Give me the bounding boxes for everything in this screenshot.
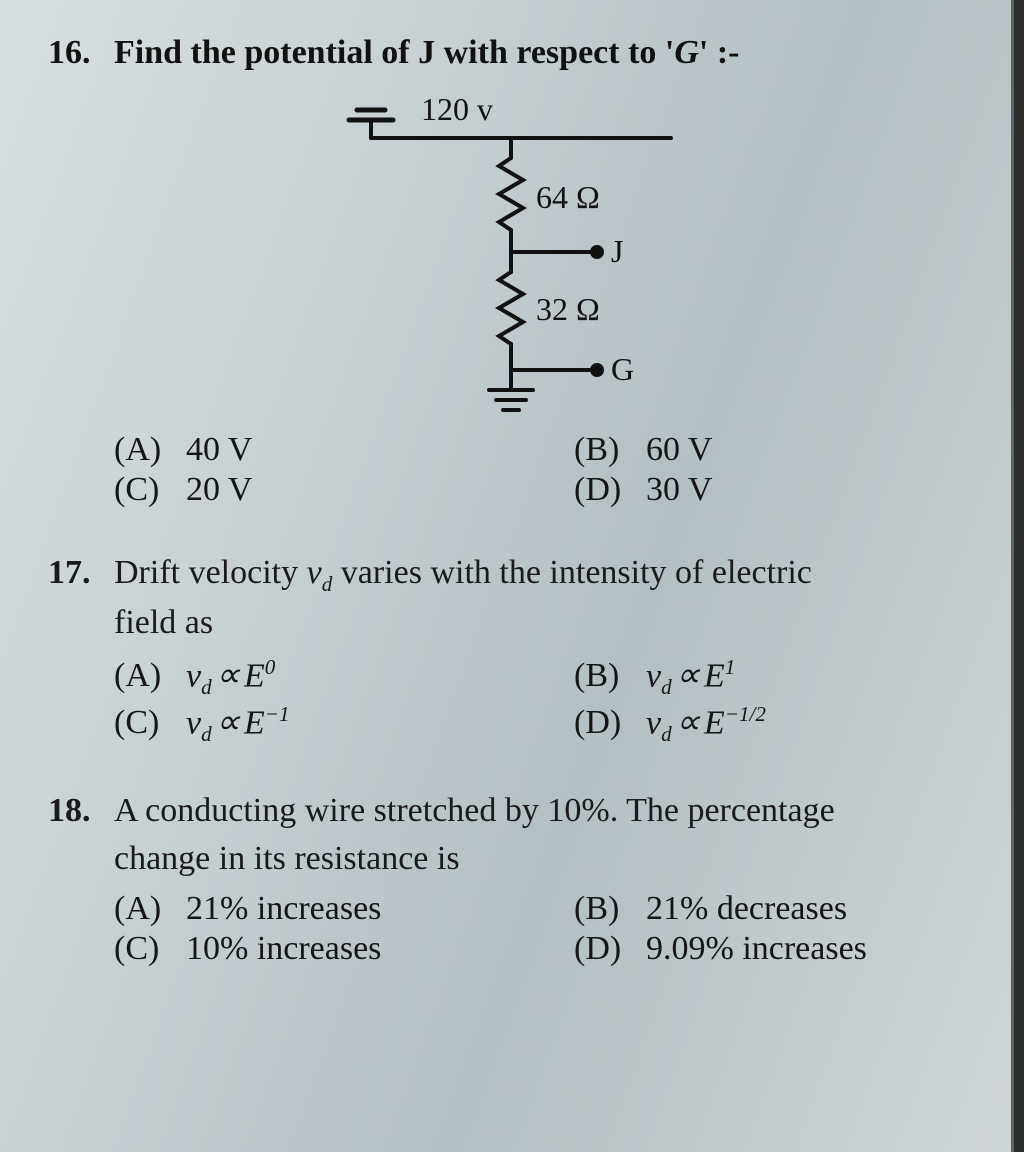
q18-label-b: (B)	[574, 890, 636, 928]
node-g-dot	[592, 365, 602, 375]
q17-label-d: (D)	[574, 704, 636, 742]
page-edge-line	[1011, 0, 1014, 1152]
q18-stem: 18. A conducting wire stretched by 10%. …	[48, 787, 994, 882]
q16-d-val: 30 V	[646, 471, 712, 509]
q18-label-c: (C)	[114, 930, 176, 968]
q18-stem-a: A conducting wire stretched by 10%. The …	[114, 792, 835, 829]
q17-v-sub: d	[322, 572, 333, 596]
q17-label-b: (B)	[574, 657, 636, 695]
q17-opt-a: (A) vd∝E0	[114, 655, 534, 700]
q17-stem: 17. Drift velocity vd varies with the in…	[48, 549, 994, 647]
g-label: G	[611, 351, 634, 387]
q18-c-val: 10% increases	[186, 930, 381, 968]
q17-stem-a: Drift velocity	[114, 554, 307, 591]
q16-number: 16.	[48, 30, 100, 76]
question-18: 18. A conducting wire stretched by 10%. …	[48, 787, 994, 968]
q17-text: Drift velocity vd varies with the intens…	[114, 549, 812, 647]
q18-stem-b: change in its resistance is	[114, 840, 460, 877]
q17-b-val: vd∝E1	[646, 655, 735, 700]
q16-stem-post: ' :-	[699, 34, 740, 71]
q17-opt-d: (D) vd∝E−1/2	[574, 702, 994, 747]
q16-text: Find the potential of J with respect to …	[114, 30, 994, 76]
q18-number: 18.	[48, 787, 100, 882]
page-edge-shadow	[1014, 0, 1024, 1152]
q16-b-val: 60 V	[646, 431, 712, 469]
question-17: 17. Drift velocity vd varies with the in…	[48, 549, 994, 747]
opt-label-a: (A)	[114, 431, 176, 469]
q16-a-val: 40 V	[186, 431, 252, 469]
q17-opt-b: (B) vd∝E1	[574, 655, 994, 700]
j-label: J	[611, 233, 623, 269]
q17-opt-c: (C) vd∝E−1	[114, 702, 534, 747]
q17-c-val: vd∝E−1	[186, 702, 289, 747]
q18-label-d: (D)	[574, 930, 636, 968]
q16-options: (A) 40 V (B) 60 V (C) 20 V (D) 30 V	[48, 431, 994, 509]
q18-text: A conducting wire stretched by 10%. The …	[114, 787, 835, 882]
q18-b-val: 21% decreases	[646, 890, 847, 928]
q16-c-val: 20 V	[186, 471, 252, 509]
opt-label-b: (B)	[574, 431, 636, 469]
opt-label-c: (C)	[114, 471, 176, 509]
voltage-label: 120 v	[421, 91, 493, 127]
q17-d-val: vd∝E−1/2	[646, 702, 766, 747]
q17-label-a: (A)	[114, 657, 176, 695]
q16-opt-b: (B) 60 V	[574, 431, 994, 469]
q17-label-c: (C)	[114, 704, 176, 742]
q18-opt-a: (A) 21% increases	[114, 890, 534, 928]
q18-opt-d: (D) 9.09% increases	[574, 930, 994, 968]
q16-circuit: 120 v 64 Ω J 32 Ω G	[48, 80, 994, 425]
q16-opt-c: (C) 20 V	[114, 471, 534, 509]
page-content: 16. Find the potential of J with respect…	[0, 0, 1024, 1038]
q18-opt-b: (B) 21% decreases	[574, 890, 994, 928]
resistor-r2	[499, 272, 523, 344]
q16-G: G	[674, 34, 699, 71]
q17-options: (A) vd∝E0 (B) vd∝E1 (C) vd∝E−1 (D) vd∝E−…	[48, 655, 994, 747]
r2-label: 32 Ω	[536, 291, 600, 327]
q16-opt-d: (D) 30 V	[574, 471, 994, 509]
q16-stem-pre: Find the potential of J with respect to …	[114, 34, 674, 71]
q17-stem-c: field as	[114, 604, 213, 641]
q17-v: v	[307, 554, 322, 591]
q17-stem-b: varies with the intensity of electric	[332, 554, 812, 591]
q17-number: 17.	[48, 549, 100, 647]
circuit-svg: 120 v 64 Ω J 32 Ω G	[311, 80, 731, 425]
q16-stem: 16. Find the potential of J with respect…	[48, 30, 994, 76]
q17-a-val: vd∝E0	[186, 655, 275, 700]
opt-label-d: (D)	[574, 471, 636, 509]
r1-label: 64 Ω	[536, 179, 600, 215]
q16-opt-a: (A) 40 V	[114, 431, 534, 469]
q18-d-val: 9.09% increases	[646, 930, 867, 968]
q18-a-val: 21% increases	[186, 890, 381, 928]
q18-opt-c: (C) 10% increases	[114, 930, 534, 968]
resistor-r1	[499, 158, 523, 230]
node-j-dot	[592, 247, 602, 257]
question-16: 16. Find the potential of J with respect…	[48, 30, 994, 509]
q18-options: (A) 21% increases (B) 21% decreases (C) 10%…	[48, 890, 994, 968]
q18-label-a: (A)	[114, 890, 176, 928]
